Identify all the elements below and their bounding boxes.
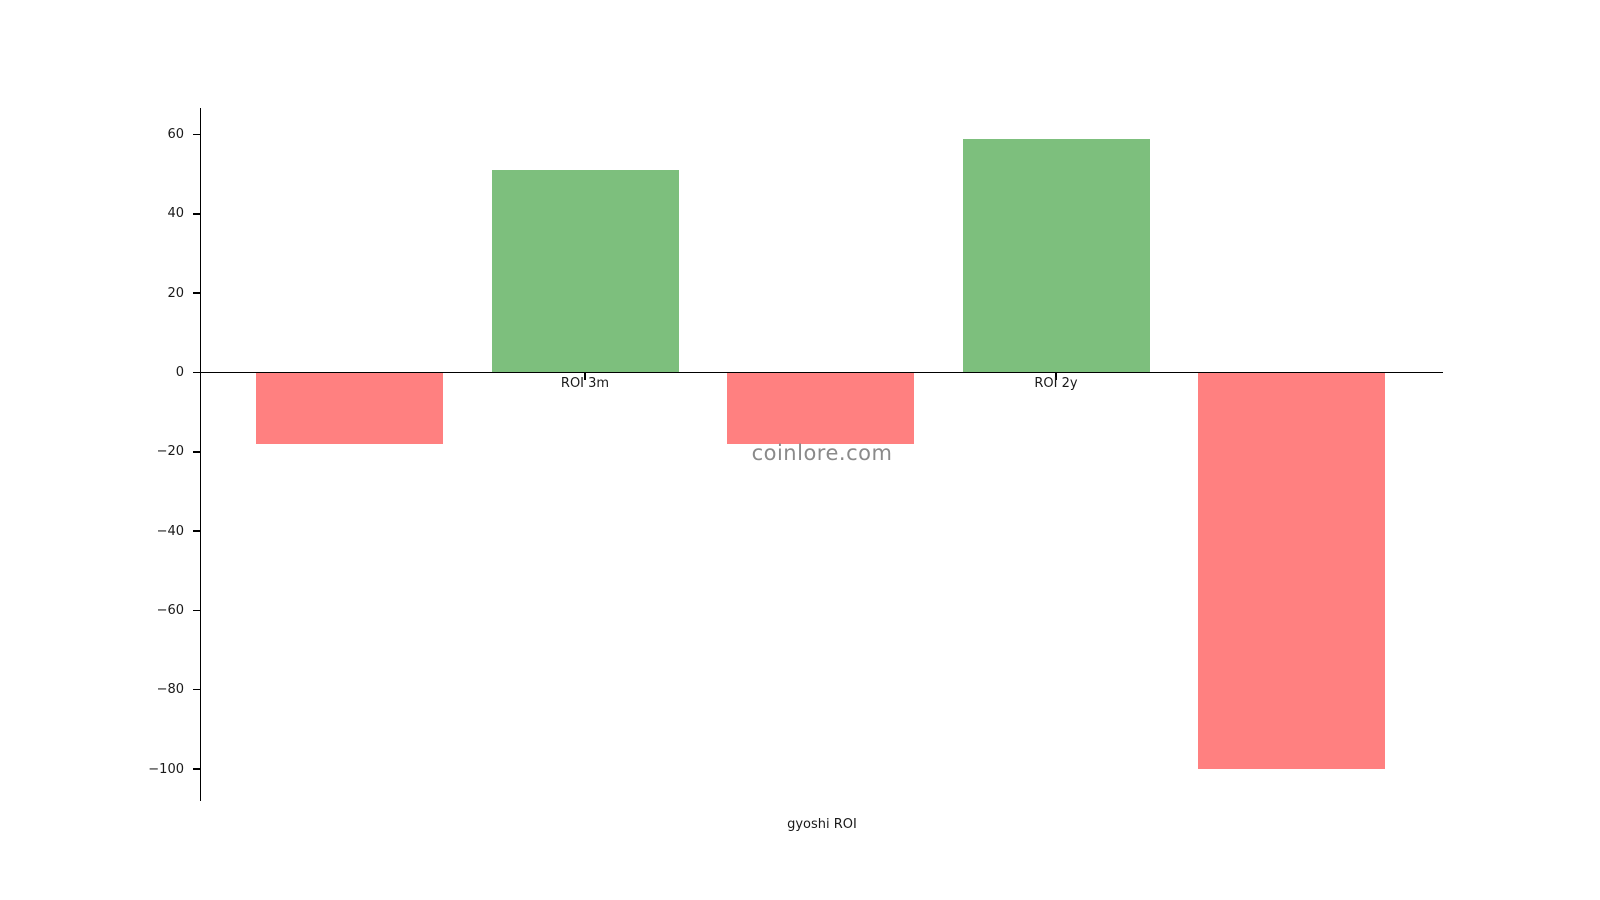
y-tick-label: −40 bbox=[156, 523, 184, 539]
x-tick-mark bbox=[1055, 372, 1057, 380]
x-tick-label: ROI 2y bbox=[1034, 376, 1078, 391]
chart-title: gyoshi ROI bbox=[787, 817, 857, 832]
coinlore-watermark: coinlore.com bbox=[751, 441, 893, 465]
y-tick-mark bbox=[192, 688, 200, 691]
y-tick-mark bbox=[192, 213, 200, 215]
bar-2 bbox=[727, 372, 914, 444]
y-tick-label: −100 bbox=[148, 761, 184, 777]
y-tick-mark bbox=[192, 451, 200, 453]
bar-4 bbox=[1198, 372, 1385, 769]
y-tick-mark bbox=[192, 768, 200, 770]
x-tick-mark bbox=[584, 372, 586, 380]
x-axis-zero-line bbox=[199, 371, 1443, 374]
x-tick-label: ROI 3m bbox=[560, 376, 610, 391]
y-tick-label: 20 bbox=[167, 285, 184, 301]
y-tick-mark bbox=[192, 609, 200, 612]
bar-roi-3m bbox=[491, 170, 679, 373]
y-tick-label: 40 bbox=[167, 206, 184, 222]
bar-roi-2y bbox=[962, 138, 1150, 373]
y-tick-label: −80 bbox=[156, 682, 184, 698]
y-tick-mark bbox=[192, 371, 200, 374]
y-tick-mark bbox=[192, 133, 200, 136]
y-tick-mark bbox=[192, 292, 200, 294]
bar-0 bbox=[256, 372, 443, 444]
y-axis-spine bbox=[199, 108, 201, 801]
y-tick-label: 0 bbox=[175, 365, 184, 380]
y-tick-mark bbox=[192, 530, 200, 532]
y-tick-label: 60 bbox=[167, 127, 184, 143]
y-tick-label: −60 bbox=[156, 602, 184, 618]
y-tick-label: −20 bbox=[156, 444, 184, 460]
